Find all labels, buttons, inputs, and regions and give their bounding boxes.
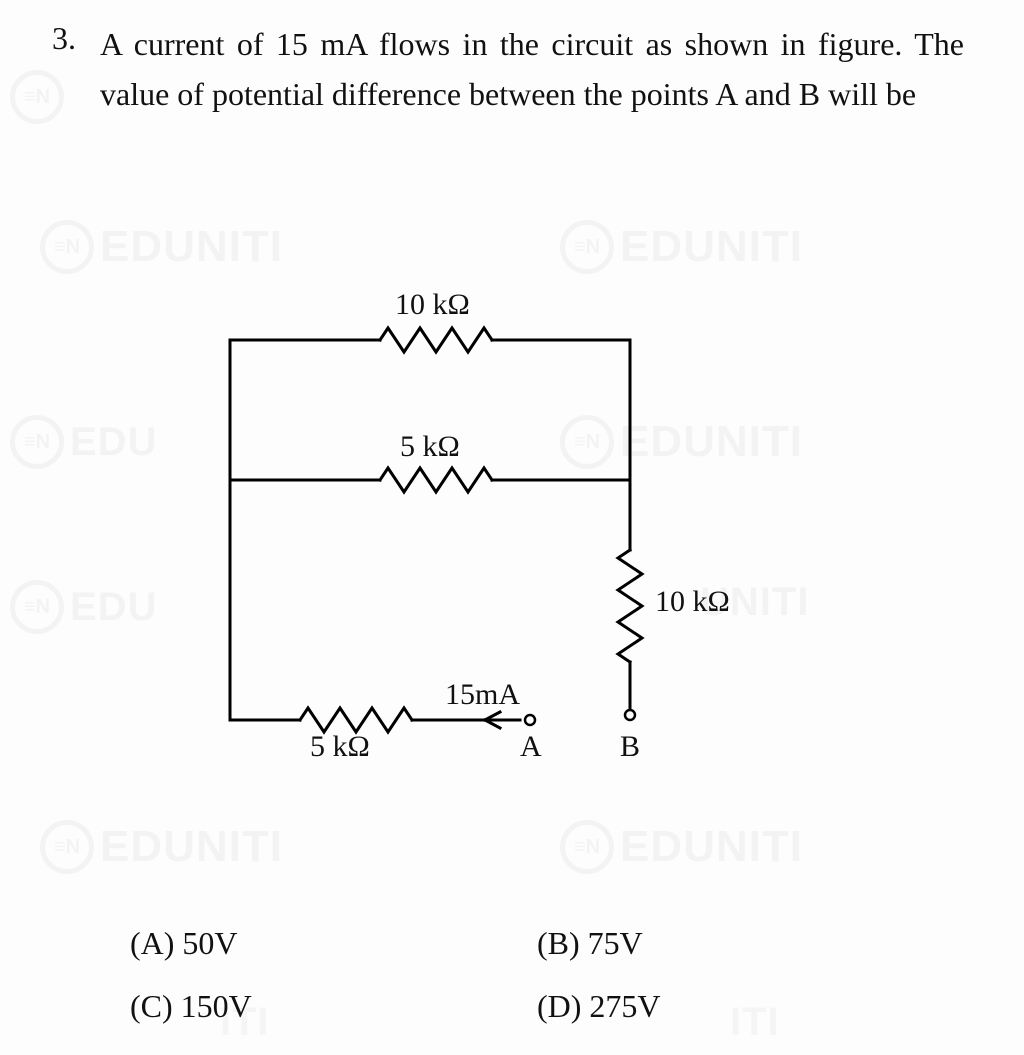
- label-r-bottom: 5 kΩ: [310, 730, 370, 764]
- watermark: ≡N EDUNITI: [40, 220, 283, 274]
- watermark: ≡N EDUNITI: [560, 220, 803, 274]
- option-a: (A) 50V: [130, 925, 537, 962]
- watermark: ≡N: [10, 70, 64, 124]
- label-r-mid: 5 kΩ: [400, 430, 460, 464]
- watermark: ≡N EDU: [10, 580, 157, 634]
- watermark: ≡N EDU: [10, 415, 157, 469]
- question-text: A current of 15 mA flows in the circuit …: [100, 20, 964, 119]
- watermark-text: EDUNITI: [620, 222, 803, 272]
- circuit-diagram: 10 kΩ 5 kΩ 10 kΩ 5 kΩ 15mA A B: [210, 290, 750, 770]
- watermark: ≡N EDUNITI: [40, 820, 283, 874]
- watermark-badge: ≡N: [560, 820, 614, 874]
- label-r-top: 10 kΩ: [395, 288, 470, 322]
- question-block: 3. A current of 15 mA flows in the circu…: [100, 20, 964, 119]
- option-d: (D) 275V: [537, 988, 944, 1025]
- watermark-text: EDUNITI: [620, 822, 803, 872]
- watermark: ≡N EDUNITI: [560, 820, 803, 874]
- option-c: (C) 150V: [130, 988, 537, 1025]
- watermark-badge: ≡N: [10, 70, 64, 124]
- watermark-badge: ≡N: [560, 220, 614, 274]
- watermark-text: EDU: [70, 585, 157, 630]
- watermark-badge: ≡N: [10, 580, 64, 634]
- watermark-text: EDUNITI: [100, 222, 283, 272]
- label-node-b: B: [620, 730, 640, 764]
- watermark-badge: ≡N: [10, 415, 64, 469]
- label-r-right: 10 kΩ: [655, 585, 730, 619]
- label-node-a: A: [520, 730, 542, 764]
- watermark-badge: ≡N: [40, 220, 94, 274]
- watermark-text: EDU: [70, 420, 157, 465]
- options-grid: (A) 50V (B) 75V (C) 150V (D) 275V: [130, 925, 944, 1025]
- label-current: 15mA: [445, 678, 520, 712]
- watermark-badge: ≡N: [40, 820, 94, 874]
- option-b: (B) 75V: [537, 925, 944, 962]
- watermark-text: EDUNITI: [100, 822, 283, 872]
- question-number: 3.: [52, 20, 76, 57]
